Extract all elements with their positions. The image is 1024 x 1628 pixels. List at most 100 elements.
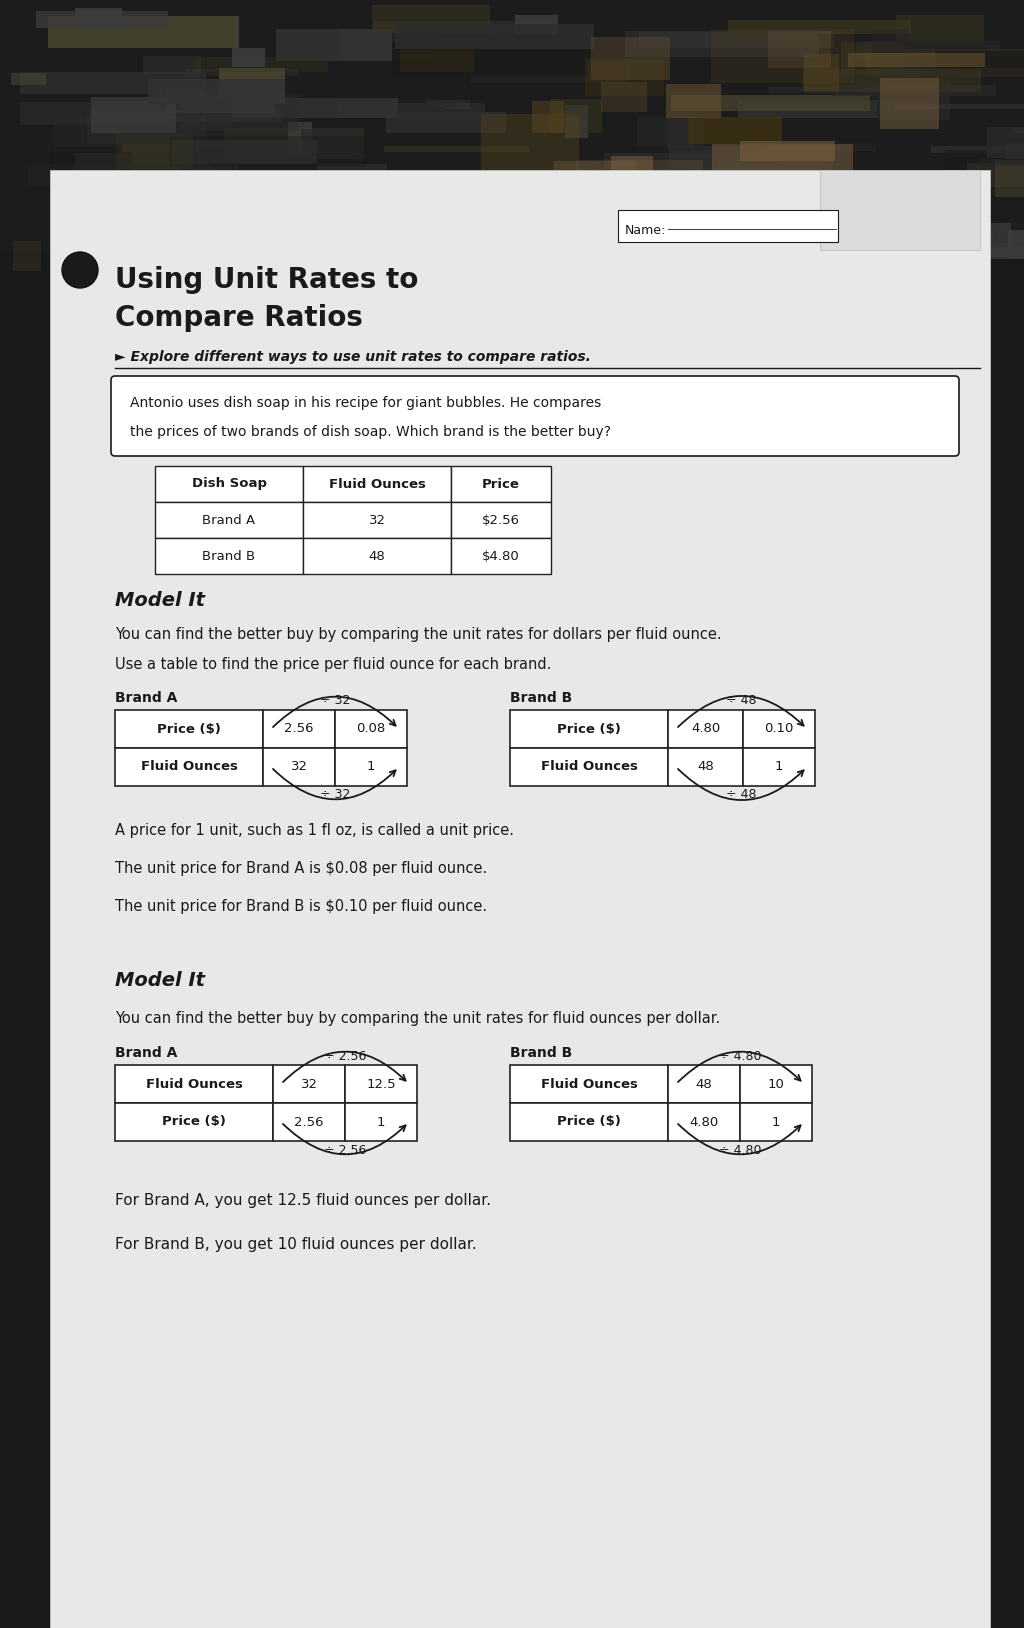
Bar (553, 161, 636, 173)
Bar (712, 143, 853, 200)
Bar (406, 230, 568, 264)
Bar (856, 70, 884, 98)
Bar (73, 186, 237, 195)
Text: $2.56: $2.56 (482, 513, 520, 526)
Bar (625, 31, 819, 57)
Bar (197, 213, 355, 233)
Bar (374, 21, 551, 33)
Bar (304, 179, 493, 189)
Bar (115, 1104, 273, 1141)
Text: Price ($): Price ($) (557, 723, 621, 736)
Bar (232, 47, 265, 67)
Bar (1008, 230, 1024, 257)
Bar (219, 68, 285, 103)
Bar (668, 1065, 740, 1104)
Bar (335, 710, 407, 747)
Bar (48, 16, 239, 47)
Bar (91, 98, 176, 133)
Bar (872, 29, 908, 54)
Text: Name:: Name: (625, 225, 667, 238)
Bar (345, 228, 481, 256)
Text: Price ($): Price ($) (157, 723, 221, 736)
Bar (669, 147, 833, 169)
Text: the prices of two brands of dish soap. Which brand is the better buy?: the prices of two brands of dish soap. W… (130, 425, 611, 440)
Text: ÷ 48: ÷ 48 (726, 695, 757, 708)
Bar (13, 241, 41, 270)
Bar (288, 122, 312, 155)
Bar (191, 226, 387, 265)
Bar (560, 218, 638, 251)
Bar (303, 501, 451, 537)
Bar (115, 747, 263, 786)
Bar (80, 163, 150, 171)
Bar (224, 129, 364, 160)
Bar (303, 466, 451, 501)
Bar (863, 199, 934, 234)
Bar (763, 143, 872, 150)
Bar (935, 50, 1024, 68)
Bar (36, 11, 168, 28)
Bar (515, 15, 558, 34)
Bar (510, 1104, 668, 1141)
Bar (728, 20, 911, 34)
Bar (75, 153, 238, 179)
Text: 4.80: 4.80 (689, 1115, 719, 1128)
Bar (555, 161, 588, 195)
Bar (675, 226, 841, 251)
Text: ► Explore different ways to use unit rates to compare ratios.: ► Explore different ways to use unit rat… (115, 350, 591, 365)
Bar (931, 147, 1024, 153)
Text: ÷ 4.80: ÷ 4.80 (719, 1050, 761, 1063)
Text: 1: 1 (377, 1115, 385, 1128)
Bar (122, 143, 179, 173)
Bar (471, 62, 629, 83)
Text: 48: 48 (369, 550, 385, 563)
Text: 1: 1 (775, 760, 783, 773)
Text: ÷ 2.56: ÷ 2.56 (324, 1050, 367, 1063)
Bar (155, 466, 303, 501)
Bar (232, 98, 398, 117)
Bar (189, 189, 383, 195)
Text: ÷ 32: ÷ 32 (319, 788, 350, 801)
Bar (618, 210, 838, 243)
Bar (335, 747, 407, 786)
Bar (263, 747, 335, 786)
Bar (384, 147, 529, 151)
Bar (877, 81, 950, 120)
Bar (742, 239, 813, 277)
Bar (276, 29, 392, 60)
Bar (769, 86, 946, 93)
Bar (510, 747, 668, 786)
Bar (848, 54, 985, 67)
Bar (866, 49, 1024, 77)
Bar (585, 59, 664, 96)
Text: Brand A: Brand A (115, 1047, 177, 1060)
Bar (143, 55, 201, 73)
Bar (303, 537, 451, 575)
Text: The unit price for Brand A is $0.08 per fluid ounce.: The unit price for Brand A is $0.08 per … (115, 861, 487, 876)
Text: 1: 1 (367, 760, 375, 773)
Text: 1: 1 (772, 1115, 780, 1128)
Bar (386, 112, 506, 133)
Bar (604, 153, 713, 190)
Bar (186, 68, 298, 77)
Text: Using Unit Rates to: Using Unit Rates to (115, 265, 419, 295)
Bar (740, 142, 835, 161)
Text: Fluid Ounces: Fluid Ounces (140, 760, 238, 773)
Text: You can find the better buy by comparing the unit rates for dollars per fluid ou: You can find the better buy by comparing… (115, 627, 722, 643)
Text: 0.10: 0.10 (764, 723, 794, 736)
Text: Fluid Ounces: Fluid Ounces (329, 477, 425, 490)
Bar (521, 244, 609, 283)
Text: ÷ 48: ÷ 48 (726, 788, 757, 801)
Text: ÷ 32: ÷ 32 (319, 695, 350, 708)
Text: 10: 10 (768, 1078, 784, 1091)
Text: 32: 32 (369, 513, 385, 526)
Bar (779, 161, 831, 187)
Bar (651, 195, 707, 233)
Bar (666, 85, 721, 117)
Bar (217, 246, 378, 277)
Bar (915, 247, 1024, 259)
Bar (804, 54, 839, 91)
Bar (28, 164, 213, 187)
Circle shape (62, 252, 98, 288)
Bar (154, 233, 303, 264)
